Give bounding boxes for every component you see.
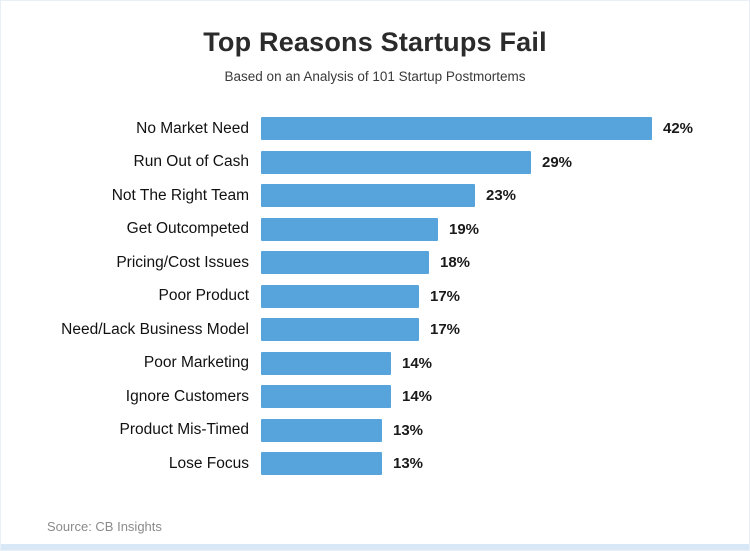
value-label: 18% bbox=[440, 254, 471, 272]
bar bbox=[261, 184, 475, 208]
bar-track: 18% bbox=[261, 246, 729, 280]
category-label: No Market Need bbox=[136, 119, 249, 137]
source-caption: Source: CB Insights bbox=[47, 519, 162, 534]
category-label: Pricing/Cost Issues bbox=[116, 253, 249, 271]
bar bbox=[261, 385, 391, 409]
bar bbox=[261, 284, 419, 308]
bar-track: 13% bbox=[261, 447, 729, 481]
category-label: Poor Marketing bbox=[143, 354, 249, 372]
value-label: 17% bbox=[430, 321, 461, 339]
value-label: 14% bbox=[402, 388, 433, 406]
value-label: 42% bbox=[663, 120, 694, 138]
value-label: 14% bbox=[402, 354, 433, 372]
bar bbox=[261, 418, 382, 442]
bar-row: Need/Lack Business Model 17% bbox=[31, 313, 729, 347]
bar-track: 13% bbox=[261, 414, 729, 448]
bar-row: Ignore Customers 14% bbox=[31, 380, 729, 414]
chart-header: Top Reasons Startups Fail Based on an An… bbox=[1, 27, 749, 84]
category-label: Run Out of Cash bbox=[133, 153, 249, 171]
chart-subtitle: Based on an Analysis of 101 Startup Post… bbox=[224, 69, 526, 84]
bar-row: No Market Need 42% bbox=[31, 112, 729, 146]
bar-track: 17% bbox=[261, 280, 729, 314]
bar-row: Poor Product 17% bbox=[31, 280, 729, 314]
category-label: Lose Focus bbox=[168, 454, 249, 472]
bar bbox=[261, 217, 438, 241]
bar-row: Poor Marketing 14% bbox=[31, 347, 729, 381]
bar-track: 17% bbox=[261, 313, 729, 347]
bar-row: Run Out of Cash 29% bbox=[31, 146, 729, 180]
value-label: 13% bbox=[393, 455, 424, 473]
value-label: 23% bbox=[486, 187, 517, 205]
bar-row: Product Mis-Timed 13% bbox=[31, 414, 729, 448]
bar-chart: No Market Need 42% Run Out of Cash 29% N… bbox=[1, 112, 749, 481]
bar bbox=[261, 318, 419, 342]
bar bbox=[261, 452, 382, 476]
bar-track: 29% bbox=[261, 146, 729, 180]
bar bbox=[261, 251, 429, 275]
category-label: Poor Product bbox=[158, 287, 249, 305]
bar-track: 14% bbox=[261, 347, 729, 381]
bar-track: 19% bbox=[261, 213, 729, 247]
category-label: Not The Right Team bbox=[111, 186, 249, 204]
bar-row: Pricing/Cost Issues 18% bbox=[31, 246, 729, 280]
value-label: 19% bbox=[449, 220, 480, 238]
bar-track: 42% bbox=[261, 112, 729, 146]
value-label: 13% bbox=[393, 421, 424, 439]
bar-row: Lose Focus 13% bbox=[31, 447, 729, 481]
chart-title: Top Reasons Startups Fail bbox=[203, 27, 547, 57]
value-label: 29% bbox=[542, 153, 573, 171]
category-label: Product Mis-Timed bbox=[119, 421, 249, 439]
bar-row: Get Outcompeted 19% bbox=[31, 213, 729, 247]
bar-track: 23% bbox=[261, 179, 729, 213]
category-label: Get Outcompeted bbox=[126, 220, 249, 238]
bar bbox=[261, 117, 652, 141]
value-label: 17% bbox=[430, 287, 461, 305]
bottom-accent-strip bbox=[1, 544, 749, 550]
bar-row: Not The Right Team 23% bbox=[31, 179, 729, 213]
bar bbox=[261, 351, 391, 375]
bar-track: 14% bbox=[261, 380, 729, 414]
bar bbox=[261, 150, 531, 174]
category-label: Ignore Customers bbox=[125, 387, 249, 405]
category-label: Need/Lack Business Model bbox=[61, 320, 249, 338]
